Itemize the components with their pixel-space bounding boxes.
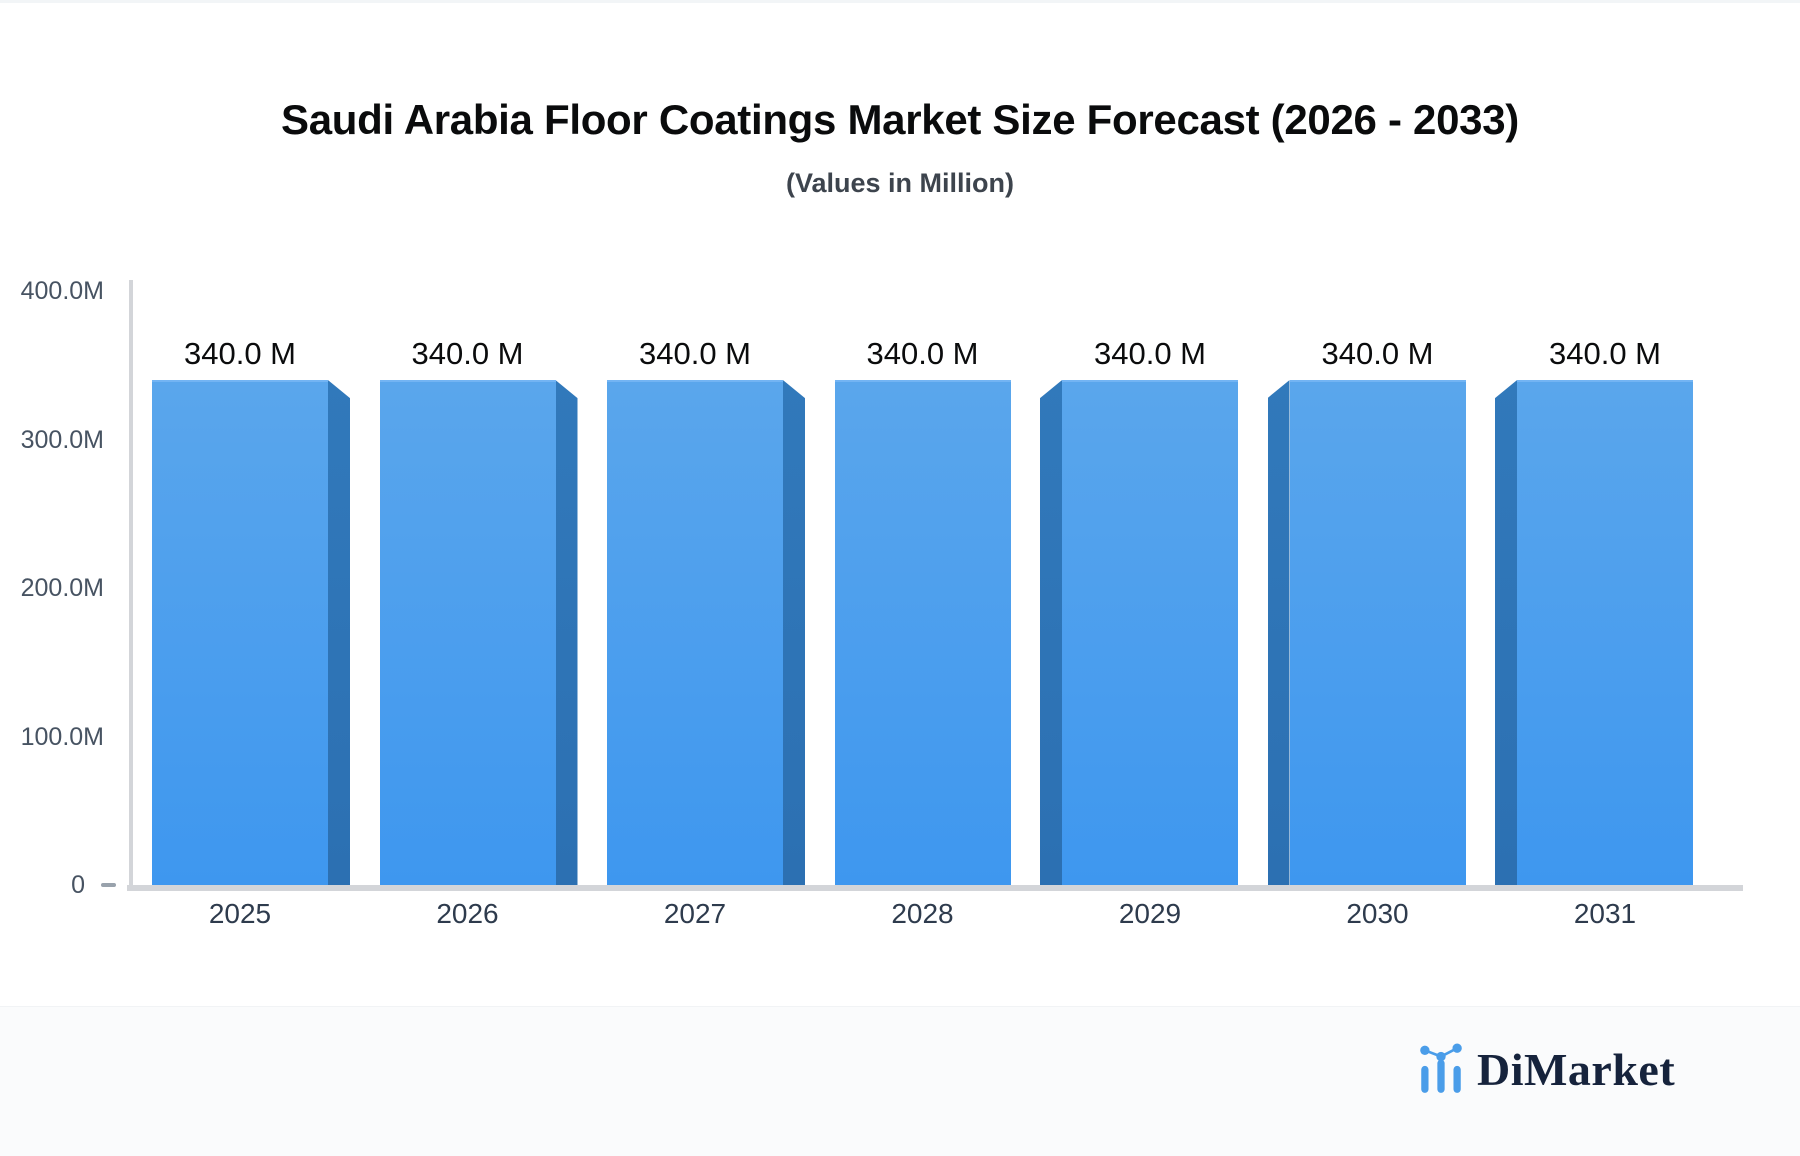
bar-value-label: 340.0 M	[411, 336, 524, 372]
bar-side-face	[783, 380, 805, 885]
x-tick-label: 2028	[891, 898, 954, 929]
bar-side-face	[1495, 380, 1517, 885]
brand-name: DiMarket	[1477, 1043, 1676, 1095]
y-tick-label: 100.0M	[20, 722, 104, 751]
y-tick-label: 200.0M	[20, 574, 104, 602]
dimarket-logo: DiMarket	[1420, 1042, 1675, 1096]
x-tick-label: 2029	[1118, 898, 1182, 929]
dimarket-chart-icon	[1420, 1043, 1462, 1093]
bar-value-label: 340.0 M	[1093, 336, 1206, 372]
bar-value-label: 340.0 M	[638, 336, 751, 372]
y-tick-label: 0	[71, 871, 85, 899]
bar-value-label: 340.0 M	[1548, 336, 1661, 372]
footer-strip	[0, 1006, 1800, 1156]
zero-tick-dash	[101, 883, 116, 887]
x-tick-label: 2025	[208, 898, 272, 929]
x-axis-line	[127, 885, 1743, 891]
bar-face	[1062, 380, 1238, 885]
bar-face	[1289, 380, 1466, 885]
page-top-edge	[0, 0, 1800, 3]
bar-value-label: 340.0 M	[866, 336, 979, 372]
bar-value-label: 340.0 M	[183, 336, 296, 372]
bar-face	[607, 380, 783, 885]
bar-value-label: 340.0 M	[1321, 336, 1434, 372]
bar-side-face	[1267, 380, 1290, 885]
bar-face	[379, 380, 556, 885]
chart-subtitle: (Values in Million)	[785, 168, 1015, 198]
y-tick-label: 300.0M	[20, 425, 104, 454]
bar-face	[152, 380, 328, 885]
bar-side-face	[555, 380, 578, 885]
chart-title: Saudi Arabia Floor Coatings Market Size …	[281, 96, 1519, 143]
bar-side-face	[1040, 380, 1062, 885]
y-axis-line	[129, 280, 133, 886]
x-tick-label: 2027	[663, 898, 727, 929]
bar-face	[834, 380, 1011, 885]
bar-side-face	[328, 380, 350, 885]
x-tick-label: 2031	[1573, 898, 1637, 929]
x-tick-label: 2030	[1346, 898, 1409, 929]
x-tick-label: 2026	[436, 898, 499, 929]
bar-face	[1517, 380, 1693, 885]
y-tick-label: 400.0M	[20, 277, 104, 305]
